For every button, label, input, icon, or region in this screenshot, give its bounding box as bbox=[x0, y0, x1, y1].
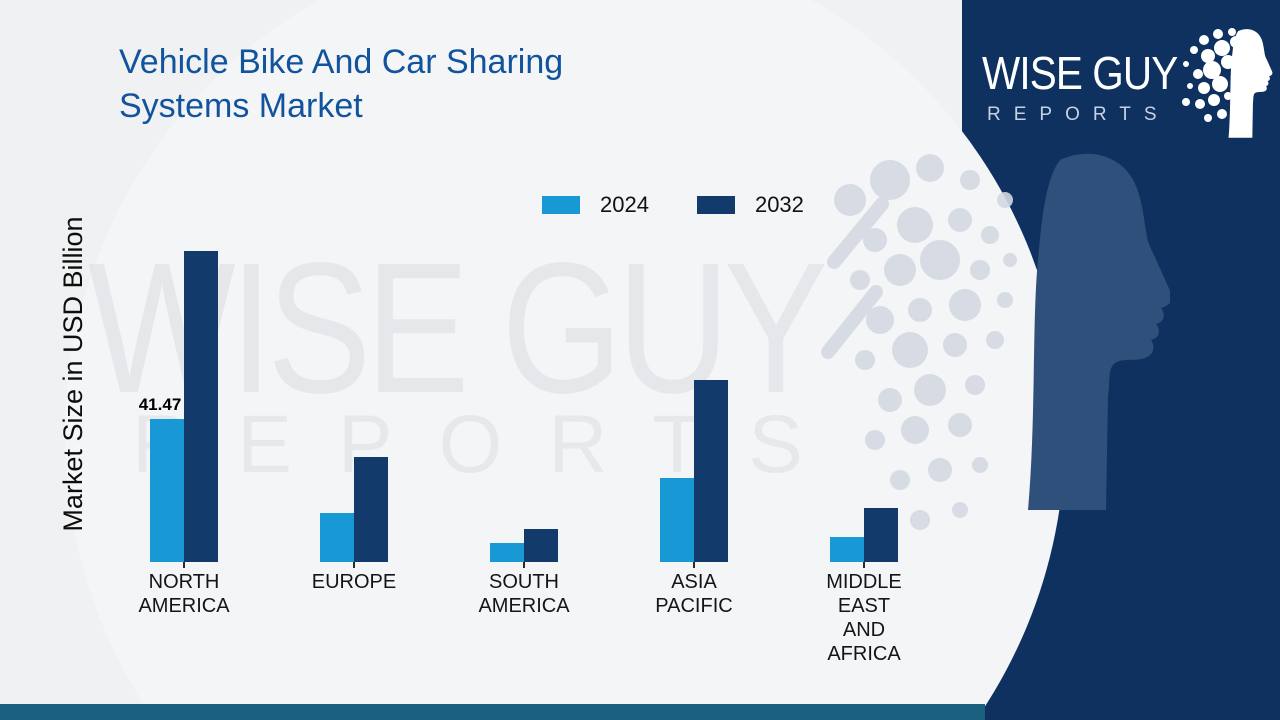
page-title-line2: Systems Market bbox=[119, 87, 363, 125]
page-title-line1: Vehicle Bike And Car Sharing bbox=[119, 43, 564, 81]
wiseguy-face-logo-icon bbox=[1182, 28, 1273, 138]
brain-dots-decoration bbox=[821, 154, 1017, 530]
logo-wordmark: WISE GUY bbox=[982, 47, 1178, 99]
bottom-accent-bar bbox=[0, 704, 985, 720]
legend-swatch-2024 bbox=[542, 196, 580, 214]
legend-label-2032: 2032 bbox=[754, 192, 804, 217]
x-axis-label-south-america: SOUTH AMERICA bbox=[478, 571, 570, 617]
bar-2032-europe bbox=[354, 457, 388, 562]
bar-2024-south-america bbox=[490, 543, 524, 562]
bar-2032-asia-pacific bbox=[694, 380, 728, 562]
x-axis-tick bbox=[183, 562, 185, 568]
x-axis-tick bbox=[693, 562, 695, 568]
legend-swatch-2032 bbox=[696, 196, 735, 214]
legend-item-2024: 2024 bbox=[542, 192, 649, 218]
bar-2024-asia-pacific bbox=[660, 478, 694, 562]
legend-label-2024: 2024 bbox=[600, 192, 649, 217]
bar-2032-north-america bbox=[184, 251, 218, 562]
x-axis-label-europe: EUROPE bbox=[311, 571, 397, 593]
logo-subtitle: REPORTS bbox=[987, 104, 1170, 125]
x-axis-tick bbox=[863, 562, 865, 568]
bar-2024-middle-east-and-africa bbox=[830, 537, 864, 562]
watermark-subtitle: REPORTS bbox=[132, 399, 849, 490]
bar-2024-europe bbox=[320, 513, 354, 562]
x-axis-tick bbox=[523, 562, 525, 568]
wiseguy-logo: WISE GUY REPORTS bbox=[982, 46, 1204, 126]
chart-legend: 2024 2032 bbox=[542, 192, 804, 218]
x-axis-label-asia-pacific: ASIA PACIFIC bbox=[655, 571, 733, 617]
legend-item-2032: 2032 bbox=[696, 192, 804, 218]
bar-2024-north-america bbox=[150, 419, 184, 562]
x-axis-tick bbox=[353, 562, 355, 568]
bar-2032-south-america bbox=[524, 529, 558, 562]
bar-value-label: 41.47 bbox=[138, 395, 182, 414]
x-axis-label-middle-east-and-africa: MIDDLE EAST AND AFRICA bbox=[826, 571, 902, 665]
page-title: Vehicle Bike And Car Sharing Systems Mar… bbox=[119, 40, 563, 128]
face-silhouette-icon bbox=[1028, 153, 1170, 510]
bar-2032-middle-east-and-africa bbox=[864, 508, 898, 562]
x-axis-label-north-america: NORTH AMERICA bbox=[138, 571, 230, 617]
